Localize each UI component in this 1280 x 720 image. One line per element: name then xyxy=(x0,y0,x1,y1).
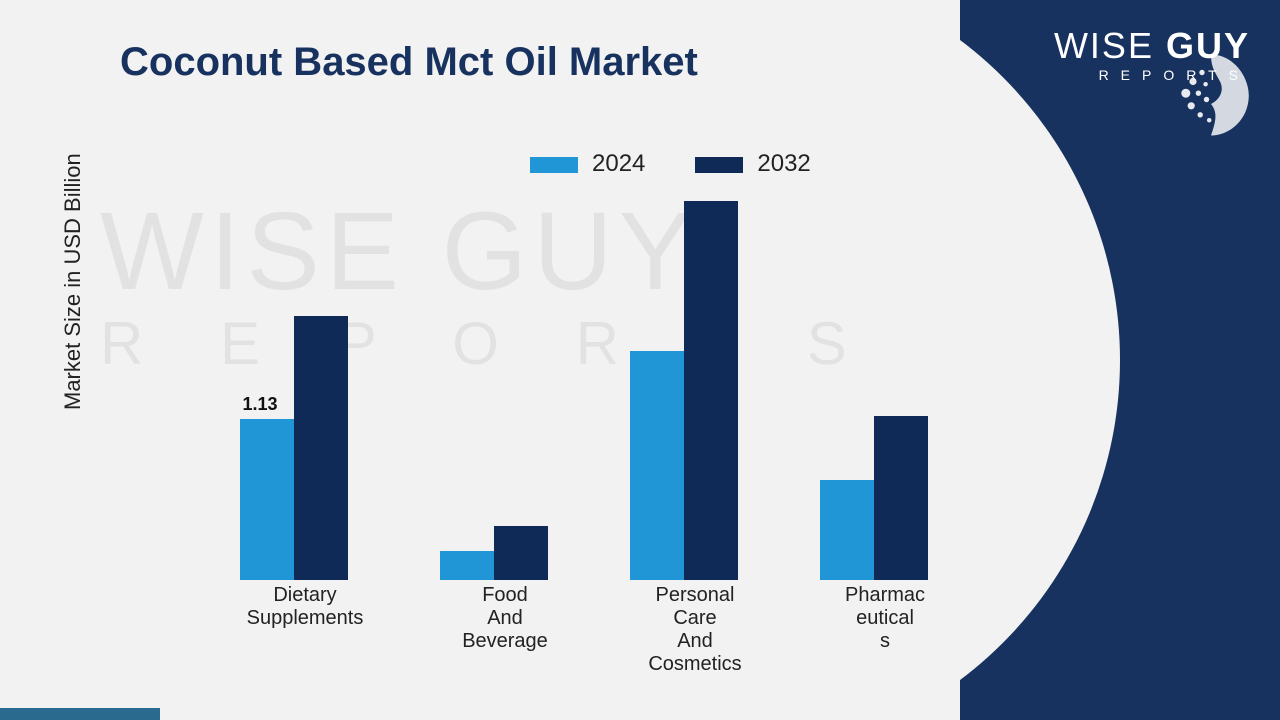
brand-logo: WISE GUY REPORTS xyxy=(1054,28,1250,82)
x-axis-label: FoodAndBeverage xyxy=(420,584,590,653)
x-axis-label: DietarySupplements xyxy=(220,584,390,630)
bar-2032 xyxy=(874,416,928,580)
y-axis-label: Market Size in USD Billion xyxy=(60,153,86,410)
bar-2024 xyxy=(820,480,874,580)
bar-2032 xyxy=(294,316,348,580)
legend: 2024 2032 xyxy=(530,150,811,178)
legend-item-2032: 2032 xyxy=(695,150,810,178)
brand-head-icon xyxy=(1166,50,1256,140)
bar-2024 xyxy=(630,351,684,580)
bar-2032 xyxy=(684,201,738,580)
legend-swatch-2032 xyxy=(695,157,743,173)
x-axis-label: Pharmaceuticals xyxy=(800,584,970,653)
bar-2032 xyxy=(494,526,548,580)
chart-area: Market Size in USD Billion 2024 2032 1.1… xyxy=(90,150,970,690)
legend-item-2024: 2024 xyxy=(530,150,645,178)
brand-wise: WISE xyxy=(1054,25,1154,66)
chart-title: Coconut Based Mct Oil Market xyxy=(120,40,698,85)
footer-accent-bar xyxy=(0,708,160,720)
x-axis-baseline xyxy=(170,580,960,581)
legend-swatch-2024 xyxy=(530,157,578,173)
x-axis-label: PersonalCareAndCosmetics xyxy=(610,584,780,676)
bar-2024 xyxy=(440,551,494,580)
plot-region: 1.13DietarySupplementsFoodAndBeveragePer… xyxy=(170,180,960,580)
legend-label-2024: 2024 xyxy=(592,150,645,177)
bar-2024 xyxy=(240,419,294,580)
bar-value-label: 1.13 xyxy=(230,394,290,415)
legend-label-2032: 2032 xyxy=(757,150,810,177)
stage: WISE GUY REPORTS Coconut Based Mct Oil M… xyxy=(0,0,1280,720)
